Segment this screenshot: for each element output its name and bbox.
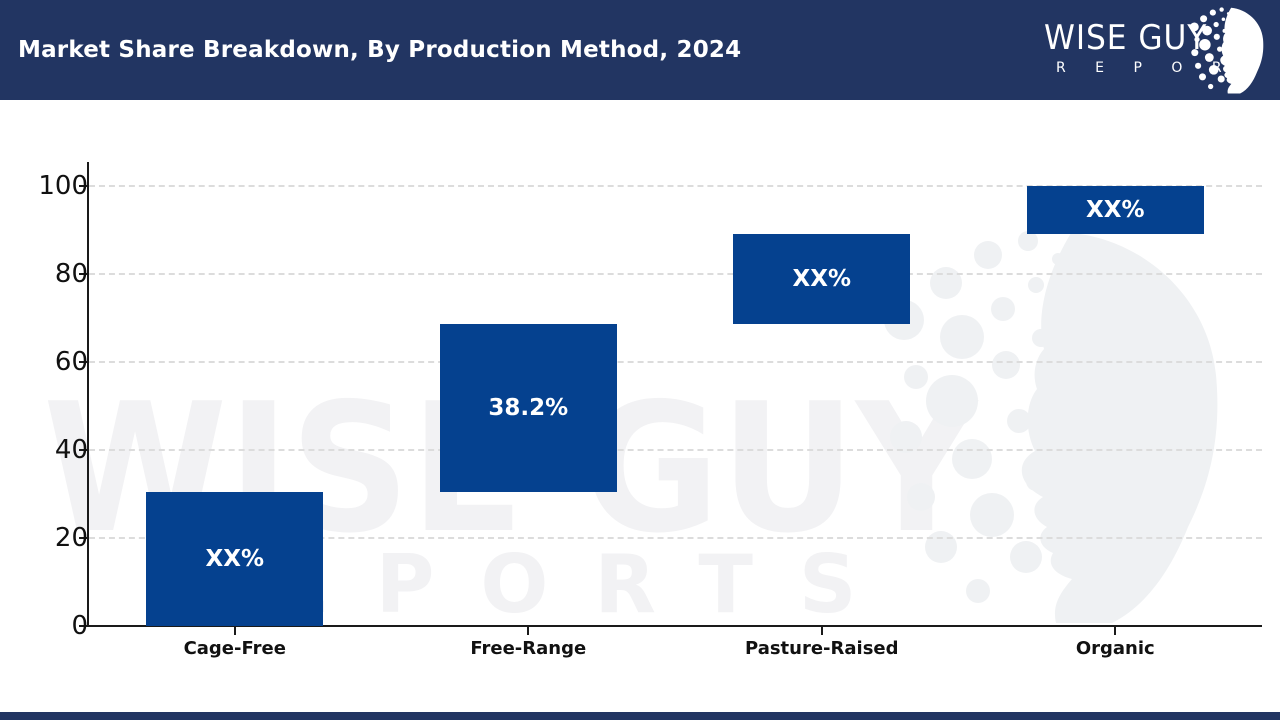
y-tick-label: 0 bbox=[71, 611, 88, 641]
y-tick-mark bbox=[79, 625, 87, 627]
y-tick-mark bbox=[79, 273, 87, 275]
gridline-y100 bbox=[89, 185, 1262, 187]
x-tick-mark bbox=[820, 627, 823, 635]
x-tick-label-pasture-raised: Pasture-Raised bbox=[744, 638, 899, 659]
y-tick-label: 40 bbox=[54, 435, 88, 465]
y-tick-mark bbox=[79, 537, 87, 539]
y-tick-label: 100 bbox=[38, 171, 88, 201]
bar-cage-free: XX% bbox=[146, 491, 324, 626]
y-tick-mark bbox=[79, 361, 87, 363]
y-tick-mark bbox=[79, 449, 87, 451]
x-tick-mark bbox=[233, 627, 236, 635]
gridline-y80 bbox=[89, 273, 1262, 275]
x-axis-line bbox=[87, 625, 1262, 627]
gridline-y60 bbox=[89, 361, 1262, 363]
bar-value-label: 38.2% bbox=[488, 394, 569, 421]
bar-organic: XX% bbox=[1026, 186, 1204, 234]
y-tick-mark bbox=[79, 185, 87, 187]
chart-title: Market Share Breakdown, By Production Me… bbox=[18, 37, 742, 63]
logo-head-icon bbox=[1190, 7, 1264, 94]
x-tick-mark bbox=[527, 627, 530, 635]
x-tick-label-organic: Organic bbox=[1075, 638, 1155, 659]
wise-guy-logo: WISE GUY R E P O R T S bbox=[1008, 0, 1280, 100]
gridline-y40 bbox=[89, 449, 1262, 451]
gridline-y20 bbox=[89, 537, 1262, 539]
y-tick-label: 20 bbox=[54, 523, 88, 553]
footer-bar bbox=[0, 712, 1280, 720]
x-tick-mark bbox=[1114, 627, 1117, 635]
header-bar: Market Share Breakdown, By Production Me… bbox=[0, 0, 1280, 100]
y-tick-label: 60 bbox=[54, 347, 88, 377]
x-tick-label-free-range: Free-Range bbox=[470, 638, 587, 659]
y-tick-label: 80 bbox=[54, 259, 88, 289]
logo-wordmark: WISE GUY bbox=[1044, 18, 1208, 58]
x-tick-label-cage-free: Cage-Free bbox=[183, 638, 286, 659]
bar-value-label: XX% bbox=[1085, 196, 1145, 223]
bar-value-label: XX% bbox=[792, 265, 851, 292]
y-axis-line bbox=[87, 162, 89, 627]
bar-free-range: 38.2% bbox=[439, 323, 617, 492]
bar-value-label: XX% bbox=[205, 545, 264, 572]
bar-pasture-raised: XX% bbox=[733, 233, 911, 324]
